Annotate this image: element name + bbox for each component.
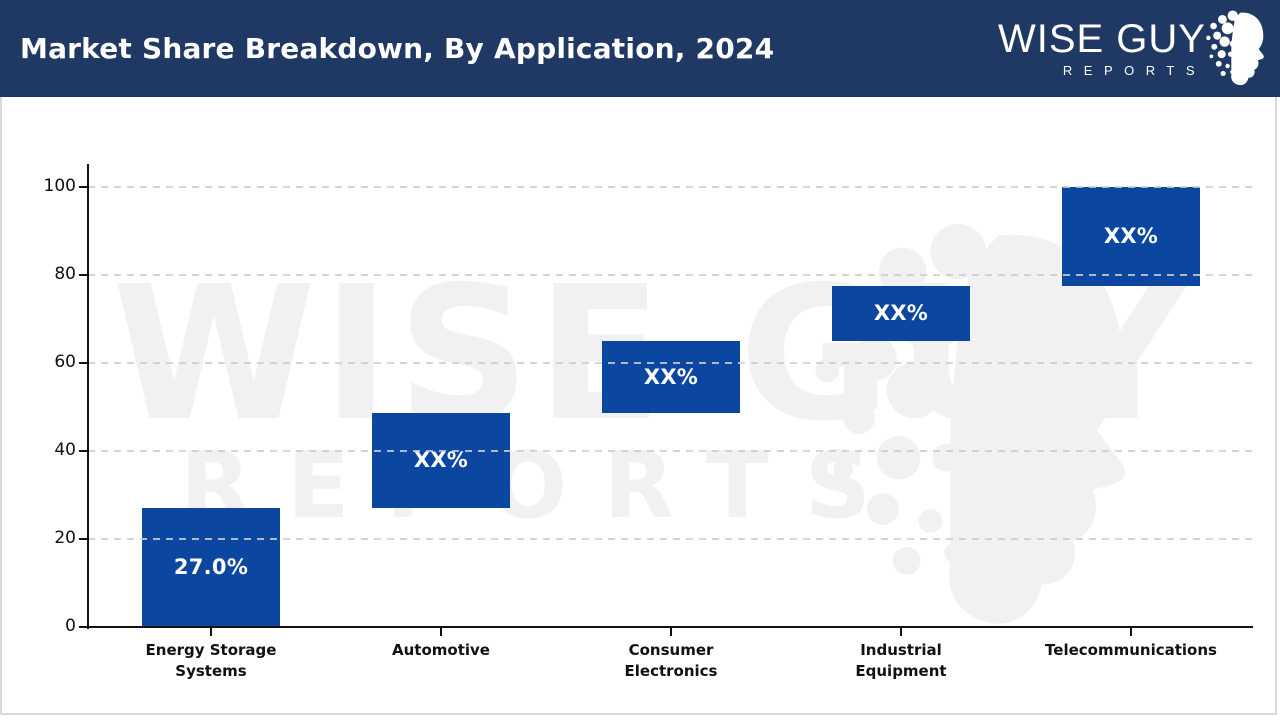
bar-value-label: XX% <box>1103 224 1159 248</box>
bar-value-label: XX% <box>413 448 469 473</box>
x-axis-line <box>87 625 1253 628</box>
bar-5[interactable]: XX% <box>1062 186 1200 286</box>
category-label: Telecommunications <box>1045 640 1217 659</box>
x-tick-mark-2 <box>440 627 442 636</box>
bar-2[interactable]: XX% <box>372 413 510 508</box>
brand-logo: WISE GUY REPORTS <box>998 3 1272 94</box>
y-tick-label-60: 60 <box>54 351 76 372</box>
gridline-y20 <box>88 537 1253 540</box>
y-tick-label-100: 100 <box>43 175 76 196</box>
y-tick-label-20: 20 <box>54 527 76 548</box>
gridline-y60 <box>88 361 1253 364</box>
logo-face-icon <box>1206 10 1264 85</box>
bar-value-label: XX% <box>873 301 929 325</box>
bar-value-label: XX% <box>643 364 699 389</box>
y-tick-label-0: 0 <box>65 615 76 636</box>
y-tick-mark-40 <box>79 449 87 452</box>
y-tick-mark-0 <box>79 625 87 628</box>
x-tick-mark-3 <box>670 627 672 636</box>
logo-wordmark: WISE GUY REPORTS <box>998 19 1206 78</box>
y-tick-label-80: 80 <box>54 263 76 284</box>
y-tick-label-40: 40 <box>54 439 76 460</box>
bar-value-label: 27.0% <box>173 555 249 580</box>
header: Market Share Breakdown, By Application, … <box>0 0 1280 97</box>
y-axis-line <box>87 164 89 629</box>
gridline-y80 <box>88 273 1253 276</box>
category-label: Industrial Equipment <box>855 640 947 680</box>
y-tick-mark-100 <box>79 185 87 188</box>
logo-wordmark-sub: REPORTS <box>1062 63 1206 78</box>
gridline-y100 <box>88 185 1253 188</box>
page-title: Market Share Breakdown, By Application, … <box>20 32 775 65</box>
x-tick-mark-1 <box>210 627 212 636</box>
category-label: Automotive <box>392 640 490 659</box>
watermark-subtext: REPORTS <box>180 432 908 539</box>
y-tick-mark-80 <box>79 273 87 276</box>
gridline-y40 <box>88 449 1253 452</box>
x-tick-mark-5 <box>1130 627 1132 636</box>
bar-1[interactable]: 27.0% <box>142 507 280 627</box>
x-tick-mark-4 <box>900 627 902 636</box>
category-label: Consumer Electronics <box>624 640 718 680</box>
y-tick-mark-60 <box>79 361 87 364</box>
logo-wordmark-main: WISE GUY <box>997 17 1206 61</box>
y-tick-mark-20 <box>79 537 87 540</box>
category-label: Energy Storage Systems <box>145 640 277 680</box>
bar-4[interactable]: XX% <box>832 285 970 341</box>
bar-3[interactable]: XX% <box>602 340 740 414</box>
